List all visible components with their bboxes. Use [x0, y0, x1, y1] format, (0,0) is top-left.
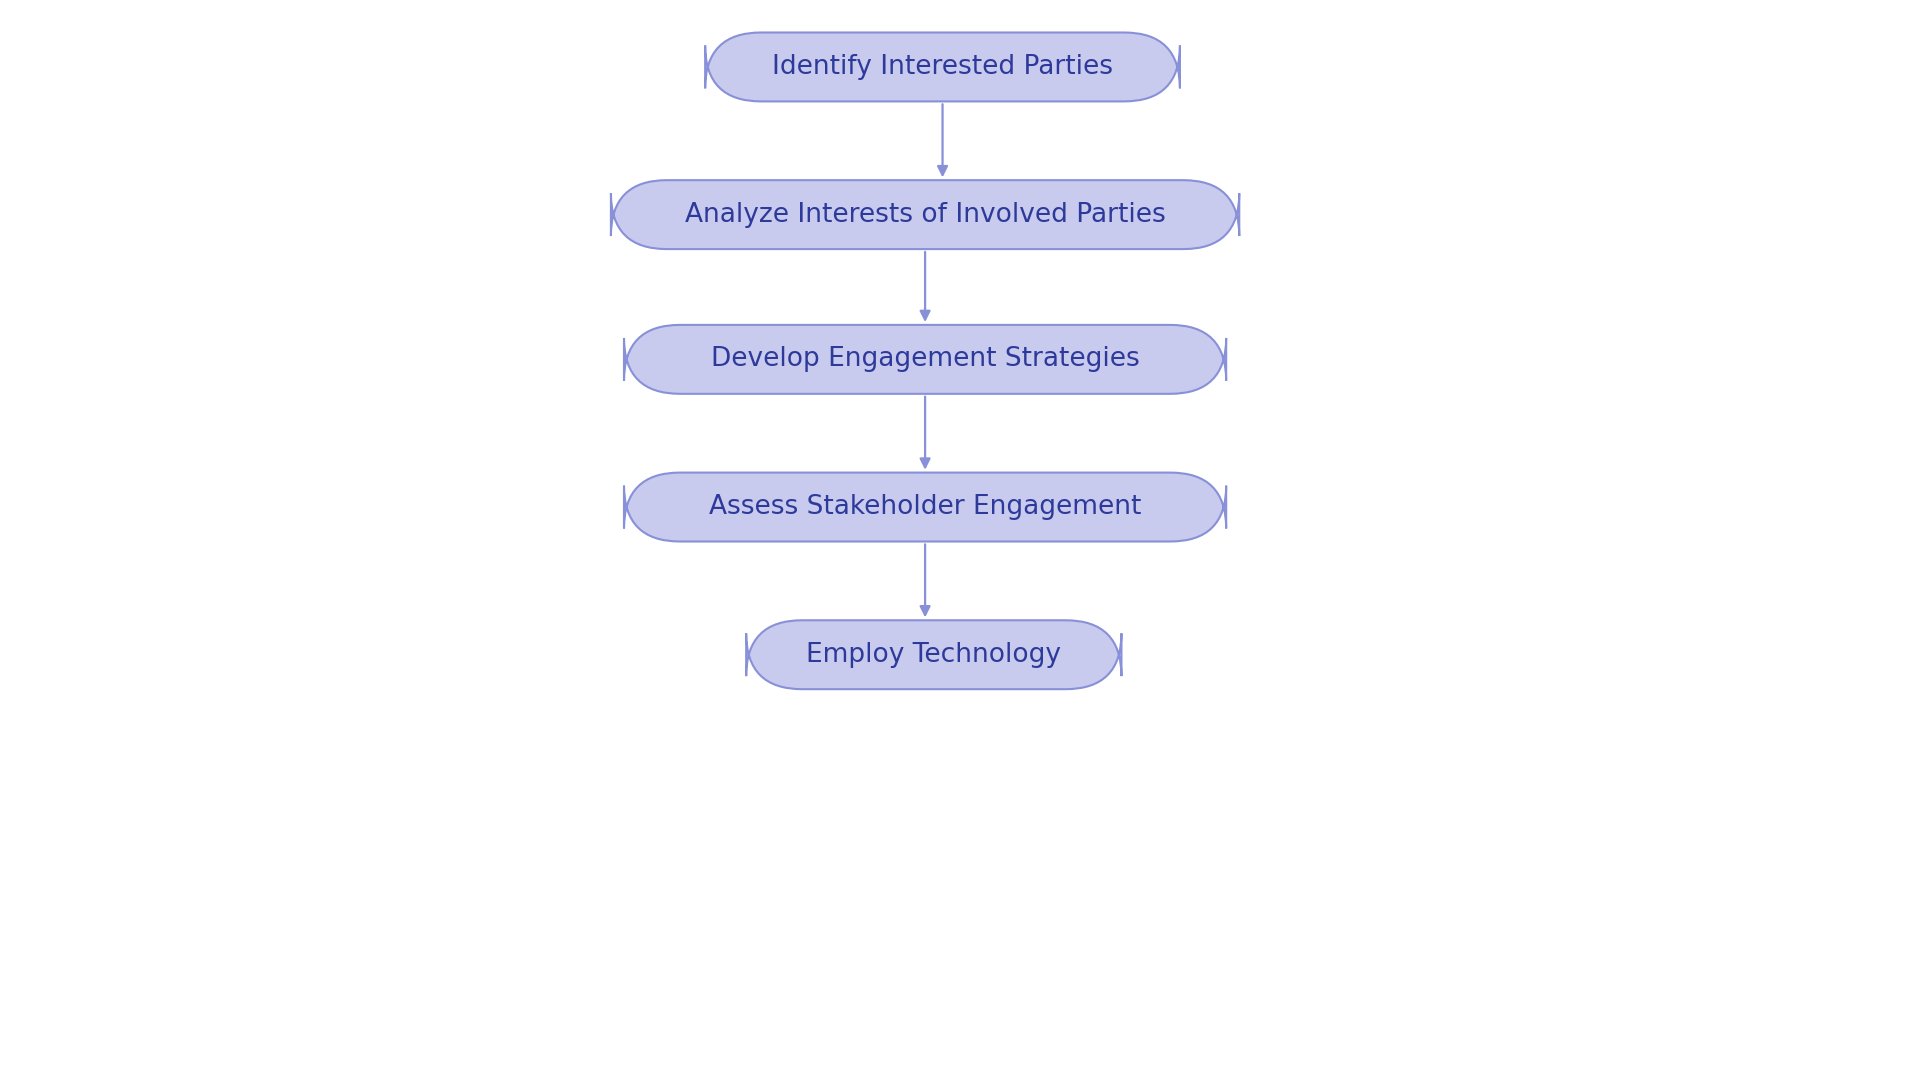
FancyBboxPatch shape	[624, 325, 1227, 394]
FancyBboxPatch shape	[705, 32, 1181, 102]
Text: Employ Technology: Employ Technology	[806, 642, 1062, 668]
Text: Analyze Interests of Involved Parties: Analyze Interests of Involved Parties	[685, 201, 1165, 227]
FancyBboxPatch shape	[747, 621, 1121, 689]
Text: Identify Interested Parties: Identify Interested Parties	[772, 54, 1114, 80]
Text: Develop Engagement Strategies: Develop Engagement Strategies	[710, 347, 1139, 373]
Text: Assess Stakeholder Engagement: Assess Stakeholder Engagement	[708, 494, 1140, 520]
FancyBboxPatch shape	[624, 472, 1227, 542]
FancyBboxPatch shape	[611, 180, 1238, 249]
